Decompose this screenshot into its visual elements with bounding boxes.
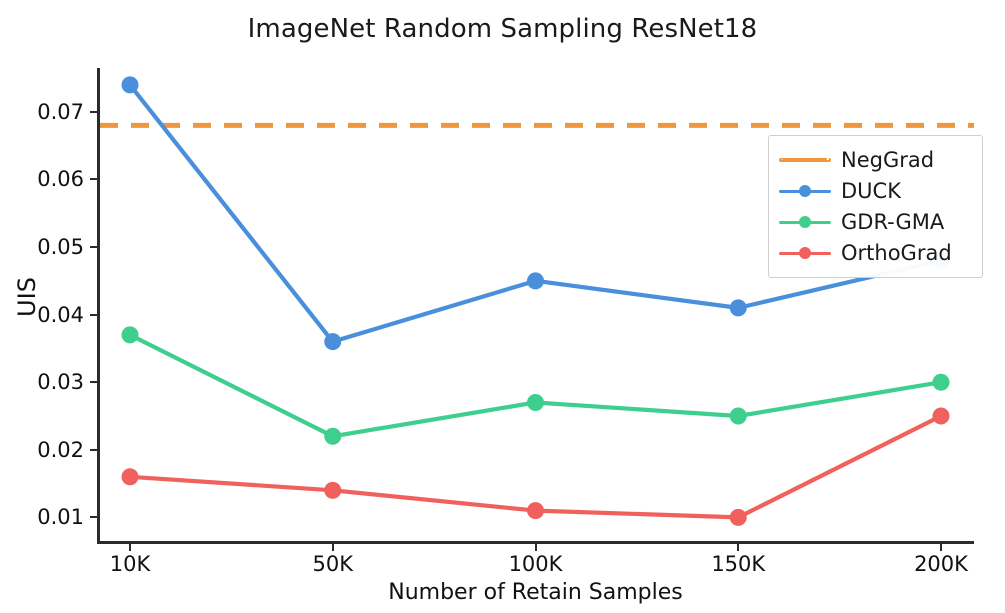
y-tick-mark (90, 448, 97, 451)
data-point (729, 299, 747, 317)
x-tick-label: 50K (312, 552, 354, 576)
x-tick-mark (737, 544, 740, 551)
legend-label: NegGrad (841, 147, 935, 172)
x-tick-label: 10K (109, 552, 151, 576)
legend-swatch-icon (779, 181, 831, 201)
y-tick-label: 0.04 (37, 302, 84, 327)
legend-line-icon (779, 157, 831, 162)
data-point (121, 326, 139, 344)
legend-marker-icon (799, 215, 811, 228)
data-point (527, 272, 544, 290)
y-tick-label: 0.02 (37, 437, 84, 462)
data-point (932, 373, 950, 391)
data-point (121, 468, 139, 486)
data-point (324, 427, 342, 445)
y-tick-label: 0.05 (37, 235, 84, 260)
legend-label: DUCK (841, 178, 901, 203)
y-tick-label: 0.01 (37, 505, 84, 530)
x-tick-mark (129, 544, 131, 551)
y-tick-mark (90, 246, 97, 249)
legend-label: GDR-GMA (841, 209, 945, 234)
x-tick-label: 200K (914, 552, 968, 576)
series-line (127, 332, 944, 439)
data-point (121, 76, 139, 94)
x-axis-label: Number of Retain Samples (388, 580, 683, 605)
y-axis-tick-labels: 0.01 0.02 0.03 0.04 0.05 0.06 0.07 (0, 0, 84, 613)
x-axis-spine (97, 541, 974, 544)
data-point (527, 393, 544, 411)
chart-title: ImageNet Random Sampling ResNet18 (247, 14, 758, 44)
data-point (729, 407, 747, 425)
x-tick-mark (331, 544, 334, 551)
y-axis-spine (97, 68, 100, 544)
chart-legend: NegGrad DUCK GDR-GMA OrthoGrad (768, 135, 983, 278)
x-tick-label: 150K (711, 552, 766, 576)
legend-swatch-icon (779, 243, 831, 263)
y-tick-mark (90, 381, 97, 384)
data-point (729, 508, 747, 526)
y-tick-label: 0.03 (37, 370, 84, 395)
legend-item-orthograd[interactable]: OrthoGrad (779, 237, 972, 268)
legend-label: OrthoGrad (841, 240, 952, 265)
y-tick-mark (90, 313, 97, 316)
legend-marker-icon (799, 246, 811, 259)
data-point (324, 333, 342, 351)
y-tick-label: 0.06 (37, 167, 84, 192)
data-point (324, 481, 342, 499)
legend-swatch-icon (779, 212, 831, 232)
legend-item-duck[interactable]: DUCK (779, 175, 972, 206)
legend-marker-icon (799, 184, 811, 197)
x-tick-mark (534, 544, 537, 551)
y-tick-mark (90, 178, 97, 181)
series-orthograd (121, 407, 950, 526)
legend-item-neggrad[interactable]: NegGrad (779, 144, 972, 175)
data-point (527, 502, 544, 520)
legend-swatch-icon (779, 150, 831, 170)
y-tick-label: 0.07 (37, 99, 84, 124)
data-point (932, 407, 950, 425)
series-gdr-gma (121, 326, 950, 445)
legend-item-gdr-gma[interactable]: GDR-GMA (779, 206, 972, 237)
x-tick-mark (940, 544, 942, 551)
y-tick-mark (90, 110, 97, 113)
y-tick-mark (90, 516, 97, 519)
x-tick-label: 100K (508, 552, 563, 576)
